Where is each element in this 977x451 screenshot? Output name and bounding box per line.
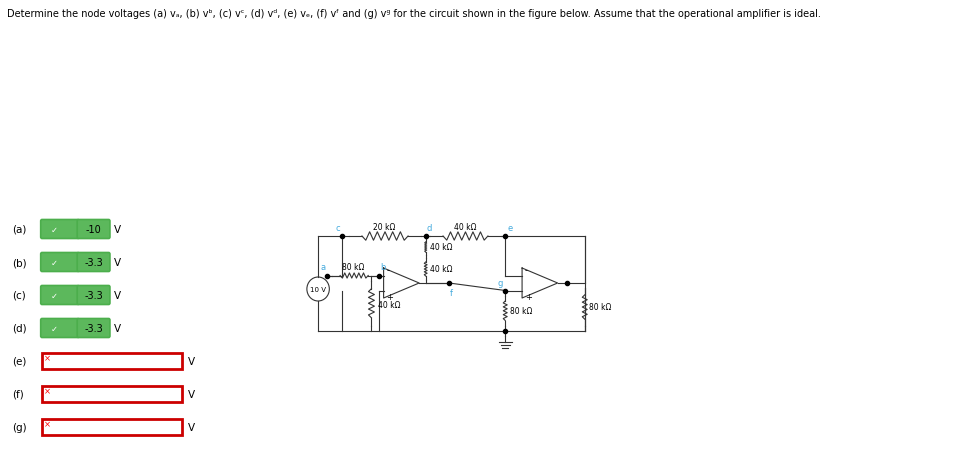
Text: V: V	[114, 225, 121, 235]
Text: V: V	[188, 389, 195, 399]
Text: g: g	[498, 278, 503, 287]
Text: a: a	[320, 263, 325, 272]
Text: ✓: ✓	[51, 258, 58, 267]
FancyBboxPatch shape	[41, 286, 79, 305]
Text: b: b	[380, 263, 385, 272]
Text: V: V	[114, 258, 121, 267]
Text: +: +	[387, 293, 394, 302]
Text: -3.3: -3.3	[84, 323, 103, 333]
Text: d: d	[427, 224, 432, 232]
Text: (d): (d)	[12, 323, 26, 333]
Text: e: e	[507, 224, 512, 232]
Text: -: -	[387, 266, 390, 275]
FancyBboxPatch shape	[77, 253, 110, 272]
Text: -10: -10	[86, 225, 102, 235]
Text: ×: ×	[44, 353, 51, 362]
Text: (g): (g)	[12, 422, 26, 432]
Text: f: f	[450, 288, 453, 297]
Text: V: V	[114, 290, 121, 300]
Text: 10 V: 10 V	[310, 286, 326, 292]
Text: 80 kΩ: 80 kΩ	[589, 303, 612, 312]
Text: 20 kΩ: 20 kΩ	[373, 222, 396, 231]
Text: 80 kΩ: 80 kΩ	[343, 262, 364, 271]
Text: (c): (c)	[12, 290, 26, 300]
Text: V: V	[188, 422, 195, 432]
FancyBboxPatch shape	[41, 220, 79, 239]
Text: (f): (f)	[12, 389, 23, 399]
Text: V: V	[114, 323, 121, 333]
Text: ×: ×	[44, 386, 51, 395]
FancyBboxPatch shape	[41, 253, 79, 272]
Text: ×: ×	[44, 419, 51, 428]
Text: c: c	[335, 224, 340, 232]
Text: 40 kΩ: 40 kΩ	[431, 243, 453, 252]
FancyBboxPatch shape	[77, 286, 110, 305]
Text: 80 kΩ: 80 kΩ	[510, 307, 532, 316]
Text: ✓: ✓	[51, 324, 58, 333]
Text: V: V	[188, 356, 195, 366]
Text: 40 kΩ: 40 kΩ	[431, 265, 453, 274]
FancyBboxPatch shape	[77, 220, 110, 239]
Text: ✓: ✓	[51, 291, 58, 300]
Text: 40 kΩ: 40 kΩ	[453, 222, 476, 231]
Text: (a): (a)	[12, 225, 26, 235]
Text: ✓: ✓	[51, 225, 58, 234]
FancyBboxPatch shape	[42, 386, 183, 402]
FancyBboxPatch shape	[42, 353, 183, 369]
FancyBboxPatch shape	[42, 419, 183, 435]
Text: +: +	[525, 293, 531, 302]
Text: -3.3: -3.3	[84, 258, 103, 267]
Text: 40 kΩ: 40 kΩ	[378, 300, 401, 309]
Text: (e): (e)	[12, 356, 26, 366]
FancyBboxPatch shape	[41, 319, 79, 338]
Text: -3.3: -3.3	[84, 290, 103, 300]
Text: Determine the node voltages (a) vₐ, (b) vᵇ, (c) vᶜ, (d) vᵈ, (e) vₑ, (f) vᶠ and (: Determine the node voltages (a) vₐ, (b) …	[8, 9, 822, 19]
Text: (b): (b)	[12, 258, 26, 267]
FancyBboxPatch shape	[77, 319, 110, 338]
Text: -: -	[525, 266, 528, 275]
